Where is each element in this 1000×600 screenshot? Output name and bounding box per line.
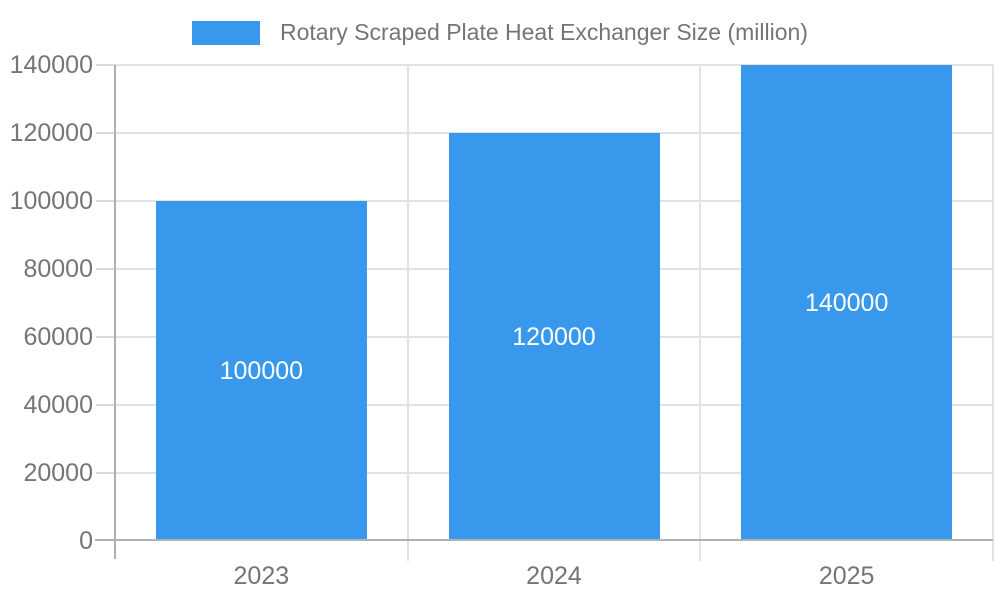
y-axis-label: 100000: [9, 187, 93, 215]
bar-value-label: 100000: [219, 357, 304, 385]
bar-2023[interactable]: [155, 201, 367, 541]
y-axis-tick: [96, 268, 115, 270]
bar-value-label: 140000: [804, 289, 889, 317]
legend-swatch: [192, 20, 261, 45]
gridline-vertical: [406, 65, 409, 561]
legend-label: Rotary Scraped Plate Heat Exchanger Size…: [280, 19, 808, 45]
gridline-horizontal: [115, 64, 993, 66]
y-axis-label: 40000: [23, 391, 93, 419]
y-axis-tick: [96, 472, 115, 474]
y-axis-label: 60000: [23, 323, 93, 351]
y-axis-tick: [96, 404, 115, 406]
x-axis-label: 2025: [818, 562, 875, 590]
y-axis-line: [114, 65, 116, 559]
y-axis-label: 80000: [23, 255, 93, 283]
y-axis-tick: [96, 336, 115, 338]
y-axis-tick: [96, 200, 115, 202]
gridline-vertical: [699, 65, 702, 561]
y-axis-label: 120000: [9, 119, 93, 147]
x-axis-label: 2024: [526, 562, 582, 590]
y-axis-tick: [96, 132, 115, 134]
plot-right-border: [992, 65, 994, 561]
y-axis-label: 140000: [9, 51, 93, 79]
legend: Rotary Scraped Plate Heat Exchanger Size…: [0, 19, 1000, 46]
bar-value-label: 120000: [512, 323, 596, 351]
bar-2025[interactable]: [741, 65, 953, 541]
y-axis-label: 20000: [23, 459, 93, 487]
y-axis-tick: [96, 64, 115, 66]
bar-2024[interactable]: [448, 133, 660, 541]
x-axis-label: 2023: [233, 562, 290, 590]
x-axis-line: [95, 539, 993, 541]
y-axis-label: 0: [79, 527, 93, 555]
